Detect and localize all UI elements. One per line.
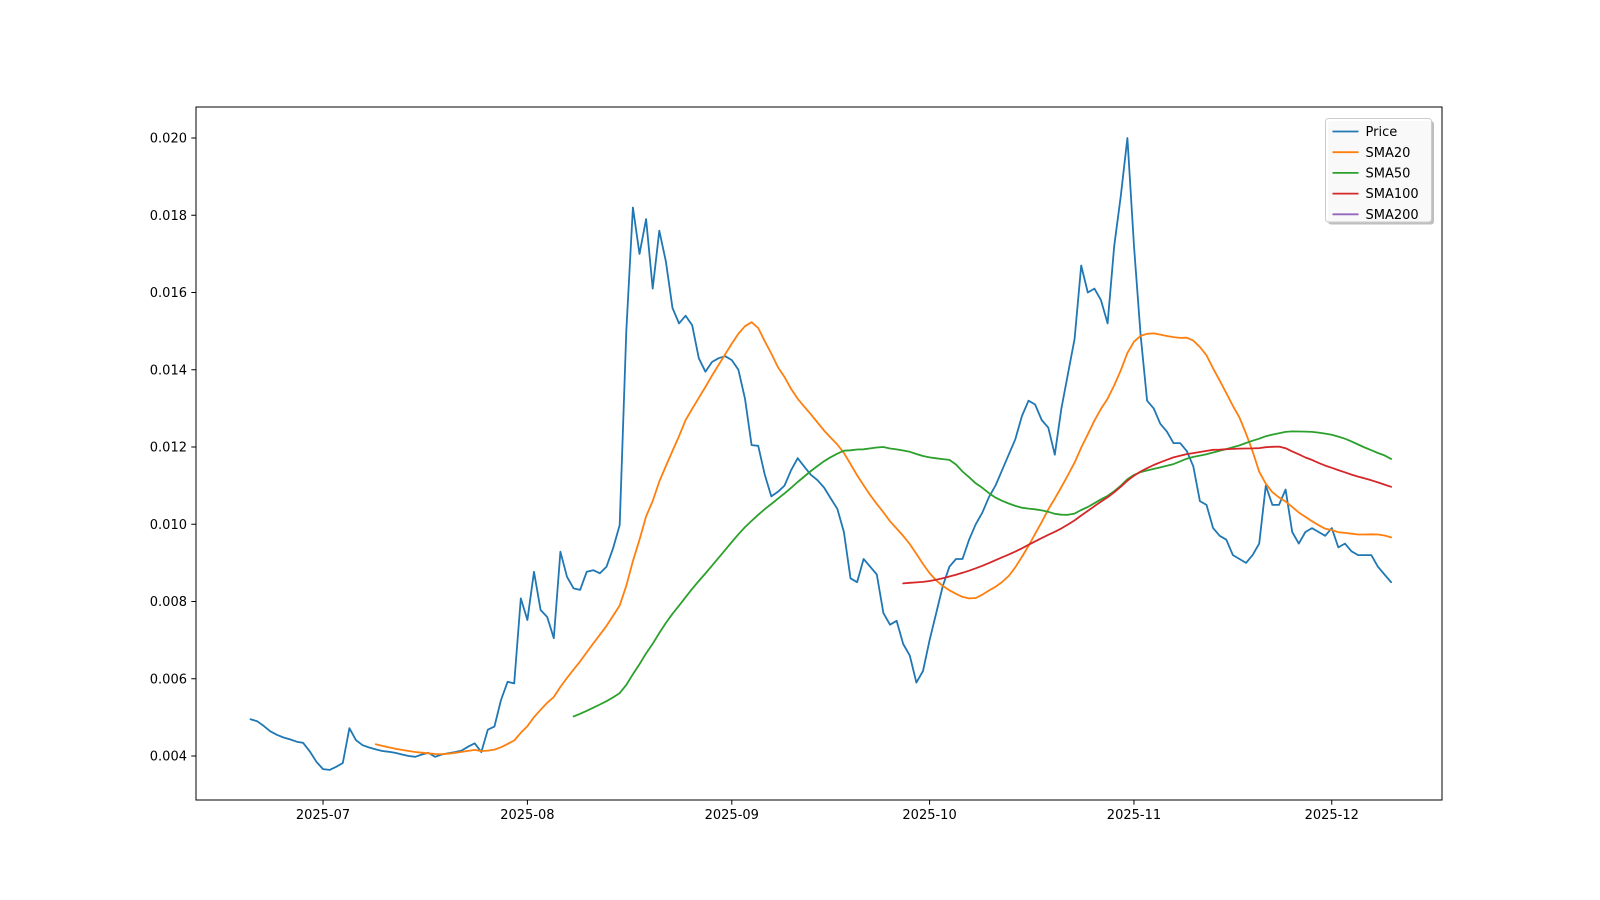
y-tick-label: 0.012: [150, 441, 187, 456]
legend-box: [1325, 118, 1432, 223]
x-tick-label: 2025-11: [1107, 808, 1161, 823]
x-tick-label: 2025-09: [705, 808, 759, 823]
y-tick-label: 0.014: [150, 363, 187, 378]
x-axis-ticks: 2025-07 2025-08 2025-09 2025-10 2025-11 2025-…: [296, 800, 1359, 823]
y-tick-label: 0.008: [150, 595, 187, 610]
x-tick-label: 2025-12: [1305, 808, 1359, 823]
plot-area: [195, 106, 1443, 801]
y-tick-label: 0.016: [150, 286, 187, 301]
legend-label-sma50: SMA50: [1366, 167, 1411, 182]
legend-label-price: Price: [1366, 125, 1398, 140]
legend-label-sma200: SMA200: [1366, 208, 1419, 223]
series-line-sma20: [374, 321, 1392, 755]
x-tick-label: 2025-10: [902, 808, 956, 823]
legend-label-sma100: SMA100: [1366, 187, 1419, 202]
y-tick-label: 0.006: [150, 672, 187, 687]
x-tick-label: 2025-08: [500, 808, 554, 823]
legend: Price SMA20 SMA50 SMA100 SMA200: [1325, 118, 1434, 225]
y-tick-label: 0.020: [150, 132, 187, 147]
legend-label-sma20: SMA20: [1366, 146, 1411, 161]
series-lines: [249, 137, 1392, 771]
y-tick-label: 0.004: [150, 750, 187, 765]
y-tick-label: 0.018: [150, 209, 187, 224]
series-line-sma100: [902, 445, 1392, 585]
y-axis-ticks: 0.004 0.006 0.008 0.010 0.012 0.014 0.016 0.018…: [150, 132, 196, 765]
x-tick-label: 2025-07: [296, 808, 350, 823]
y-tick-label: 0.010: [150, 518, 187, 533]
series-line-sma50: [572, 430, 1392, 718]
